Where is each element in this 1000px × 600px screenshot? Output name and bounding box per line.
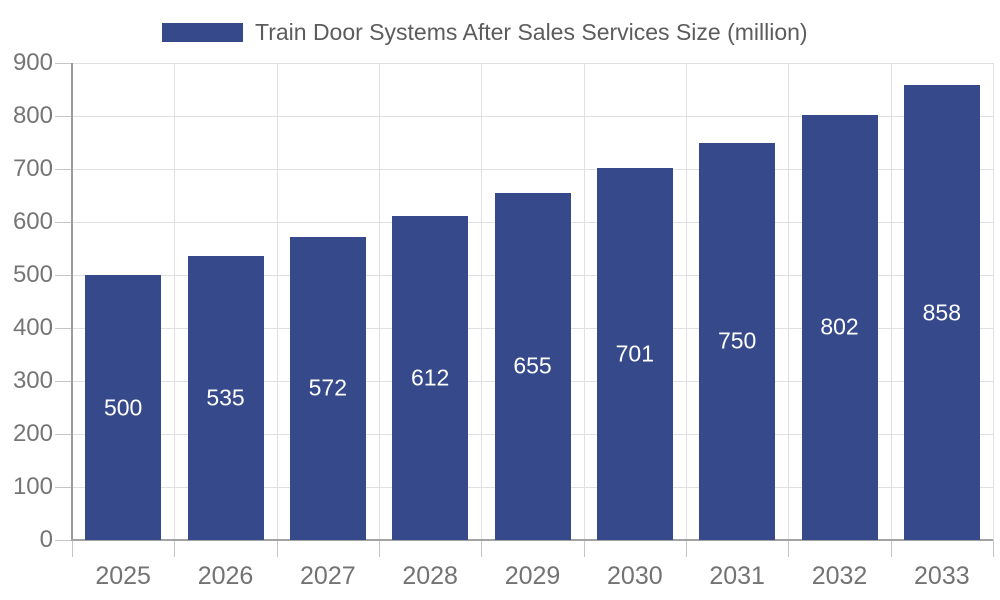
bar xyxy=(85,275,162,540)
bar-value-label: 802 xyxy=(820,313,859,340)
x-axis-category-label: 2026 xyxy=(197,562,254,590)
x-axis-tick xyxy=(481,540,483,557)
gridline-vertical xyxy=(686,63,687,540)
y-axis-tick xyxy=(55,540,72,541)
x-axis-category-label: 2031 xyxy=(709,562,765,590)
y-axis-tick xyxy=(55,222,72,223)
y-axis-tick xyxy=(55,116,72,117)
y-axis-tick-label: 800 xyxy=(12,102,53,129)
bar xyxy=(699,142,776,540)
bar-value-label: 572 xyxy=(308,374,348,401)
bar-value-label: 612 xyxy=(410,364,450,391)
x-axis-tick xyxy=(276,540,278,557)
gridline-vertical xyxy=(379,63,380,540)
y-axis-tick-label: 200 xyxy=(12,420,53,447)
x-axis-tick xyxy=(379,540,380,557)
y-axis-tick xyxy=(55,434,72,435)
y-axis-tick-label: 300 xyxy=(12,367,53,394)
x-axis-tick xyxy=(174,540,176,557)
gridline-vertical xyxy=(276,63,278,540)
gridline-vertical xyxy=(174,63,176,540)
gridline-horizontal xyxy=(72,116,993,117)
x-axis-category-label: 2032 xyxy=(811,562,868,590)
x-axis-tick xyxy=(72,540,73,557)
gridline-vertical xyxy=(583,63,585,540)
x-axis-category-label: 2029 xyxy=(504,562,561,590)
legend-item[interactable]: Train Door Systems After Sales Services … xyxy=(162,18,808,46)
x-axis-tick xyxy=(993,540,994,557)
x-axis-line xyxy=(71,539,993,541)
y-axis-tick-label: 100 xyxy=(12,473,53,500)
bar xyxy=(494,192,571,540)
x-axis-tick xyxy=(788,540,790,557)
legend-label: Train Door Systems After Sales Services … xyxy=(255,18,808,45)
bar xyxy=(596,168,673,540)
legend-swatch xyxy=(162,22,243,42)
gridline-horizontal xyxy=(72,169,993,170)
y-axis-tick-label: 500 xyxy=(12,261,53,288)
x-axis-tick xyxy=(583,540,585,557)
y-axis-tick xyxy=(55,63,72,64)
y-axis-tick xyxy=(55,381,72,382)
x-axis-category-label: 2030 xyxy=(607,562,663,590)
bar xyxy=(392,215,469,540)
y-axis-tick xyxy=(55,487,72,488)
gridline-vertical xyxy=(993,63,994,540)
y-axis-tick-label: 900 xyxy=(12,49,53,76)
gridline-vertical xyxy=(788,63,790,540)
bar xyxy=(801,114,878,540)
gridline-horizontal xyxy=(72,63,993,64)
gridline-vertical xyxy=(481,63,483,540)
bar-value-label: 655 xyxy=(513,352,552,379)
y-axis-tick-label: 0 xyxy=(39,526,53,553)
gridline-vertical xyxy=(890,63,892,540)
x-axis-category-label: 2028 xyxy=(402,562,458,590)
x-axis-category-label: 2025 xyxy=(95,562,151,590)
y-axis-line xyxy=(71,63,73,540)
x-axis-tick xyxy=(890,540,892,557)
y-axis-tick-label: 700 xyxy=(12,155,53,182)
y-axis-tick xyxy=(55,169,72,170)
bar-value-label: 535 xyxy=(206,384,245,411)
x-axis-tick xyxy=(686,540,687,557)
bar-value-label: 500 xyxy=(103,394,143,420)
x-axis-category-label: 2033 xyxy=(914,562,970,590)
bar xyxy=(289,236,366,540)
x-axis-category-label: 2027 xyxy=(300,562,356,590)
bar-value-label: 750 xyxy=(717,327,757,354)
bar-value-label: 858 xyxy=(922,299,962,326)
bar xyxy=(903,85,980,540)
y-axis-tick-label: 600 xyxy=(12,208,53,235)
y-axis-tick xyxy=(55,328,72,329)
y-axis-tick-label: 400 xyxy=(12,314,53,341)
bar-value-label: 701 xyxy=(615,340,655,367)
bar xyxy=(187,256,264,540)
y-axis-tick xyxy=(55,275,72,276)
